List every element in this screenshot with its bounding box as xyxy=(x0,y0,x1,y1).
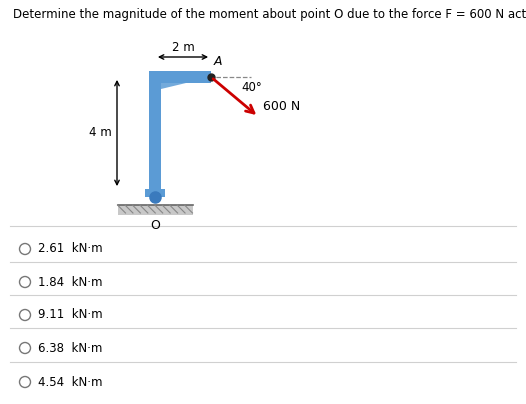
Polygon shape xyxy=(149,71,211,83)
Text: O: O xyxy=(150,219,160,232)
Text: 600 N: 600 N xyxy=(264,100,301,114)
Text: 40°: 40° xyxy=(241,81,262,94)
Text: Determine the magnitude of the moment about point O due to the force F = 600 N a: Determine the magnitude of the moment ab… xyxy=(13,8,526,21)
Polygon shape xyxy=(149,77,211,174)
Text: 1.84  kN·m: 1.84 kN·m xyxy=(38,276,103,288)
Polygon shape xyxy=(149,77,161,189)
Text: 4.54  kN·m: 4.54 kN·m xyxy=(38,375,103,389)
Polygon shape xyxy=(117,205,193,215)
Text: 6.38  kN·m: 6.38 kN·m xyxy=(38,341,103,354)
Text: 4 m: 4 m xyxy=(89,126,112,139)
Text: 9.11  kN·m: 9.11 kN·m xyxy=(38,309,103,322)
Text: 2.61  kN·m: 2.61 kN·m xyxy=(38,242,103,255)
Text: A: A xyxy=(214,55,222,68)
Text: 2 m: 2 m xyxy=(171,41,195,54)
Polygon shape xyxy=(145,189,165,197)
